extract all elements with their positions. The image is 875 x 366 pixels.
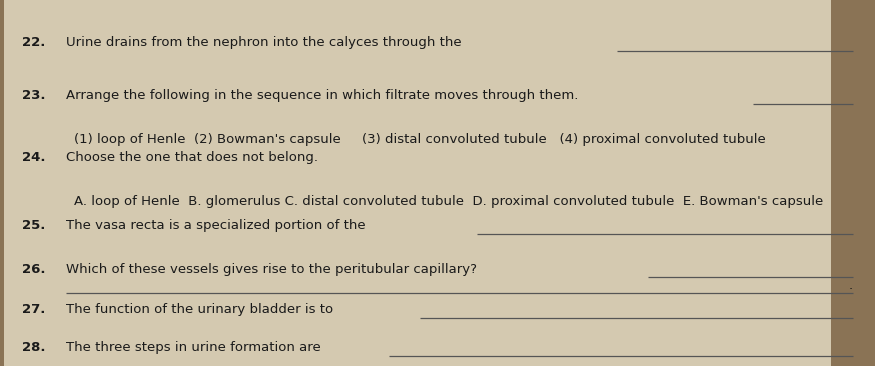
- Text: 23.: 23.: [22, 89, 46, 102]
- Text: 27.: 27.: [22, 303, 46, 316]
- Text: Arrange the following in the sequence in which filtrate moves through them.: Arrange the following in the sequence in…: [66, 89, 578, 102]
- Text: (1) loop of Henle  (2) Bowman's capsule     (3) distal convoluted tubule   (4) p: (1) loop of Henle (2) Bowman's capsule (…: [74, 133, 766, 146]
- Text: 26.: 26.: [22, 263, 46, 276]
- Text: The three steps in urine formation are: The three steps in urine formation are: [66, 341, 320, 354]
- Text: Urine drains from the nephron into the calyces through the: Urine drains from the nephron into the c…: [66, 36, 461, 49]
- Text: 22.: 22.: [22, 36, 46, 49]
- Text: 24.: 24.: [22, 151, 46, 164]
- Text: Which of these vessels gives rise to the peritubular capillary?: Which of these vessels gives rise to the…: [66, 263, 477, 276]
- Text: A. loop of Henle  B. glomerulus C. distal convoluted tubule  D. proximal convolu: A. loop of Henle B. glomerulus C. distal…: [74, 195, 823, 208]
- Text: 25.: 25.: [22, 219, 46, 232]
- Text: Choose the one that does not belong.: Choose the one that does not belong.: [66, 151, 318, 164]
- Text: The vasa recta is a specialized portion of the: The vasa recta is a specialized portion …: [66, 219, 365, 232]
- Text: .: .: [849, 279, 853, 292]
- Text: 28.: 28.: [22, 341, 46, 354]
- Text: The function of the urinary bladder is to: The function of the urinary bladder is t…: [66, 303, 332, 316]
